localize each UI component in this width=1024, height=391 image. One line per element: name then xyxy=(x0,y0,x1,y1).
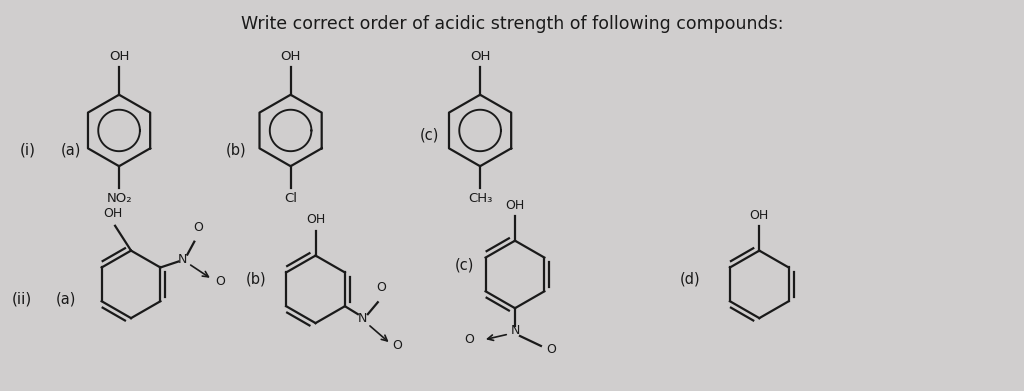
Text: OH: OH xyxy=(103,207,123,220)
Text: (a): (a) xyxy=(56,292,77,307)
Text: CH₃: CH₃ xyxy=(468,192,493,205)
Text: (a): (a) xyxy=(61,143,82,158)
Text: (d): (d) xyxy=(680,272,700,287)
Text: OH: OH xyxy=(506,199,524,212)
Text: (b): (b) xyxy=(225,143,247,158)
Text: O: O xyxy=(194,221,203,234)
Text: (b): (b) xyxy=(246,272,266,287)
Text: (c): (c) xyxy=(420,128,439,143)
Text: O: O xyxy=(392,339,401,352)
Text: O: O xyxy=(464,334,474,346)
Text: OH: OH xyxy=(750,209,769,222)
Text: OH: OH xyxy=(281,50,301,63)
Text: N: N xyxy=(177,253,187,266)
Text: N: N xyxy=(510,323,519,337)
Text: Write correct order of acidic strength of following compounds:: Write correct order of acidic strength o… xyxy=(241,15,783,33)
Text: (c): (c) xyxy=(455,257,474,272)
Text: O: O xyxy=(546,343,556,356)
Text: N: N xyxy=(358,312,368,325)
Text: OH: OH xyxy=(470,50,490,63)
Text: (i): (i) xyxy=(19,143,36,158)
Text: O: O xyxy=(215,275,225,288)
Text: (ii): (ii) xyxy=(11,292,32,307)
Text: NO₂: NO₂ xyxy=(106,192,132,205)
Text: OH: OH xyxy=(306,213,326,226)
Text: O: O xyxy=(376,281,386,294)
Text: OH: OH xyxy=(109,50,129,63)
Text: Cl: Cl xyxy=(284,192,297,205)
